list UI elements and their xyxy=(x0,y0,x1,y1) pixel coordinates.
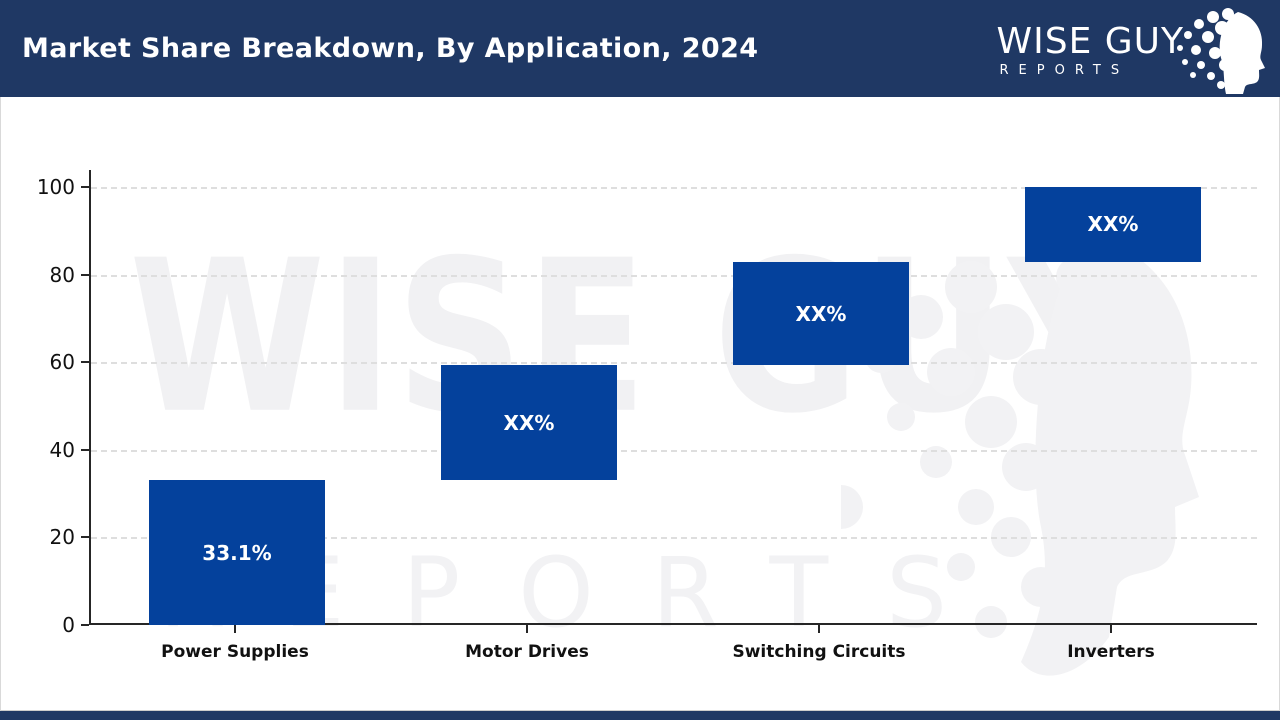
y-axis-tick-label: 80 xyxy=(49,262,75,287)
gridline-60 xyxy=(91,362,1257,365)
y-axis-tick-label: 20 xyxy=(49,525,75,550)
logo-subtext: REPORTS xyxy=(999,63,1130,78)
gridline-80 xyxy=(91,274,1257,277)
x-axis-tick xyxy=(526,625,528,633)
brand-logo: WISE GUY REPORTS xyxy=(997,8,1267,94)
y-axis-tick xyxy=(81,536,89,539)
x-axis-tick xyxy=(818,625,820,633)
page-title: Market Share Breakdown, By Application, … xyxy=(22,33,759,64)
page-header: Market Share Breakdown, By Application, … xyxy=(0,0,1280,97)
bar-motor-drives: XX% xyxy=(441,365,617,481)
plot-area: 33.1% XX% XX% XX% xyxy=(89,170,1257,625)
x-axis-label-inverters: Inverters xyxy=(1067,642,1155,662)
y-axis-tick-label: 60 xyxy=(49,350,75,375)
x-axis-tick xyxy=(1110,625,1112,633)
y-axis-tick xyxy=(81,361,89,364)
gridline-100 xyxy=(91,187,1257,189)
y-axis-tick xyxy=(81,448,89,451)
x-axis-label-switching-circuits: Switching Circuits xyxy=(732,642,906,662)
face-logo-icon xyxy=(1177,8,1265,94)
y-axis-tick xyxy=(81,273,89,276)
bar-inverters: XX% xyxy=(1025,187,1201,262)
x-axis-tick xyxy=(234,625,236,633)
gridline-20 xyxy=(91,537,1257,540)
bar-switching-circuits: XX% xyxy=(733,261,909,366)
x-axis-label-motor-drives: Motor Drives xyxy=(465,642,589,662)
y-axis-tick xyxy=(81,186,89,188)
bar-power-supplies: 33.1% xyxy=(149,480,325,625)
logo-wordmark: WISE GUY xyxy=(996,21,1184,62)
bar-value-label: XX% xyxy=(795,301,847,326)
x-axis-label-power-supplies: Power Supplies xyxy=(161,642,309,662)
y-axis-tick xyxy=(81,624,89,626)
chart-region: WISE GUY REPORTS 33.1% XX% XX% XX% 0 20 40 60 8… xyxy=(0,97,1280,711)
y-axis-tick-label: 100 xyxy=(36,175,75,199)
bar-value-label: 33.1% xyxy=(202,540,272,565)
footer-accent-bar xyxy=(0,711,1280,720)
bar-value-label: XX% xyxy=(1087,212,1139,237)
watermark-face-icon xyxy=(841,237,1199,676)
bar-value-label: XX% xyxy=(503,410,555,435)
y-axis-tick-label: 0 xyxy=(62,613,75,637)
y-axis-tick-label: 40 xyxy=(49,437,75,462)
gridline-40 xyxy=(91,449,1257,452)
